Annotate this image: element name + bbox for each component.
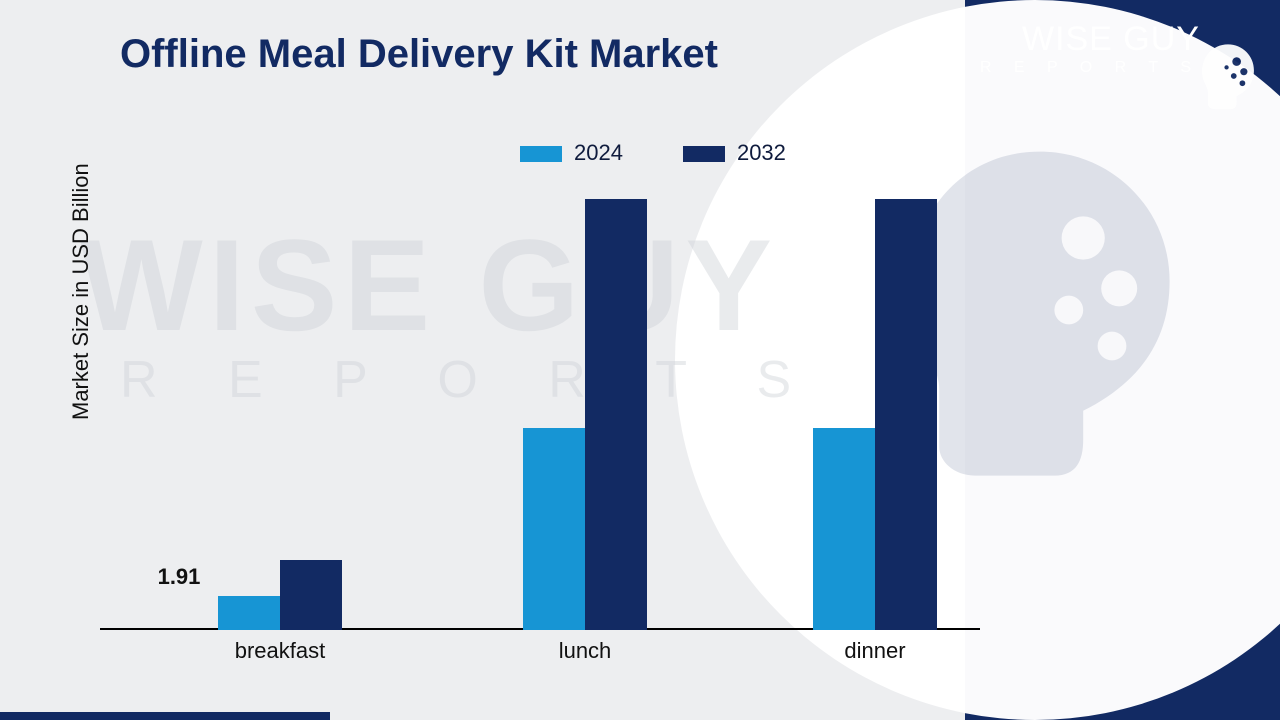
legend-item: 2032	[683, 140, 786, 166]
bar	[813, 428, 875, 630]
bar	[585, 199, 647, 630]
category-label: breakfast	[235, 630, 326, 664]
category-label: dinner	[844, 630, 905, 664]
bar	[875, 199, 937, 630]
brand-line1: WISE GUY	[980, 22, 1200, 56]
bar	[523, 428, 585, 630]
chart-title: Offline Meal Delivery Kit Market	[120, 32, 718, 77]
legend-swatch	[683, 146, 725, 162]
chart-stage: WISE GUY R E P O R T S Offline Meal Deli…	[0, 0, 1280, 720]
legend-swatch	[520, 146, 562, 162]
legend-item: 2024	[520, 140, 623, 166]
bar-group: lunch	[490, 199, 680, 630]
bar	[280, 560, 342, 630]
brand-logo: WISE GUY R E P O R T S	[980, 22, 1256, 76]
y-axis-label: Market Size in USD Billion	[68, 163, 94, 420]
bar-value-label: 1.91	[109, 564, 249, 596]
brand-line2: R E P O R T S	[980, 60, 1200, 76]
bar: 1.91	[218, 596, 280, 630]
legend-label: 2032	[737, 140, 786, 165]
bottom-accent-strip	[0, 712, 330, 720]
bar-group: 1.91breakfast	[185, 560, 375, 630]
chart-legend: 2024 2032	[520, 140, 786, 166]
category-label: lunch	[559, 630, 612, 664]
bar-group: dinner	[780, 199, 970, 630]
chart-plot-area: 1.91breakfast lunch dinner	[100, 190, 980, 630]
legend-label: 2024	[574, 140, 623, 165]
